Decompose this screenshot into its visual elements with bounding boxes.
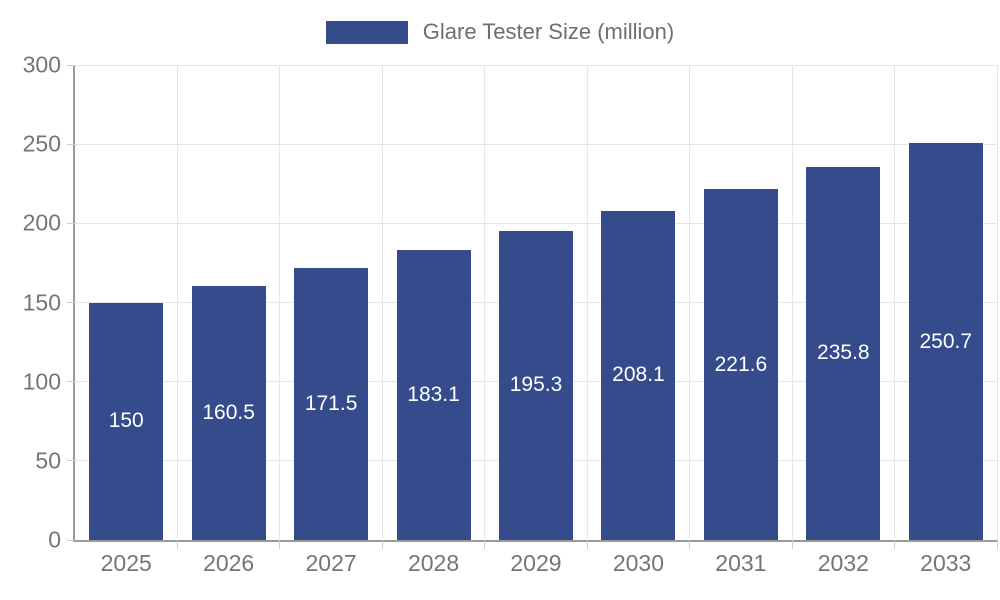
bar: 171.5 [294,268,369,540]
x-tick-mark [381,540,383,549]
x-tick-mark [689,540,691,549]
v-gridline [176,65,178,540]
y-axis-tick-label: 0 [48,526,61,553]
bar-value-label: 208.1 [612,363,665,387]
bar-value-label: 183.1 [407,383,460,407]
x-axis-tick-label: 2025 [100,550,152,576]
bar-value-label: 250.7 [919,329,973,353]
y-axis-tick-label: 250 [22,130,61,157]
y-tick-mark [67,64,75,66]
x-tick-mark [894,540,896,549]
legend-label: Glare Tester Size (million) [422,19,675,44]
bar: 160.5 [191,285,266,540]
legend-swatch [325,20,408,44]
y-axis-tick-label: 100 [22,368,61,395]
bar: 235.8 [806,166,881,540]
x-axis-tick-label: 2026 [203,550,255,576]
bar-value-label: 150 [108,409,144,433]
y-axis-tick-label: 150 [22,289,61,315]
y-tick-mark [67,143,75,145]
x-axis-tick-label: 2027 [305,550,357,576]
bar-value-label: 235.8 [817,341,870,365]
h-gridline [75,64,997,66]
v-gridline [279,65,281,540]
h-gridline [75,222,997,224]
legend-item[interactable]: Glare Tester Size (million) [0,19,1000,45]
x-tick-mark [791,540,793,549]
v-gridline [484,65,486,540]
bar: 208.1 [601,210,676,540]
v-gridline [996,65,998,540]
h-gridline [75,143,997,145]
bar: 250.7 [908,143,983,540]
x-axis-tick-label: 2030 [612,550,665,576]
v-gridline [791,65,793,540]
bar-value-label: 221.6 [714,352,768,376]
x-tick-mark [176,540,178,549]
bar: 221.6 [703,189,778,540]
y-axis-tick-label: 200 [22,209,61,236]
v-gridline [586,65,588,540]
x-axis-tick-label: 2033 [920,550,972,576]
bar-value-label: 160.5 [202,400,255,424]
x-tick-mark [279,540,281,549]
x-tick-mark [484,540,486,549]
plot-area: 0 50 100 150 200 250 300 150 2025 160.5 2026 171.5 2… [23,53,998,575]
y-tick-mark [67,302,75,303]
y-tick-mark [67,381,75,383]
x-axis-tick-label: 2028 [407,550,460,576]
bar: 150 [89,302,164,540]
v-gridline [381,65,383,540]
x-axis-tick-label: 2029 [510,550,562,576]
y-tick-mark [67,460,75,462]
bar-value-label: 171.5 [304,392,358,416]
v-gridline [894,65,896,540]
x-axis-tick-label: 2031 [715,550,767,576]
x-axis-tick-label: 2032 [817,550,869,576]
y-axis-tick-label: 50 [35,447,61,474]
bar: 183.1 [396,250,471,540]
y-tick-mark [67,539,75,541]
y-axis-tick-label: 300 [22,51,61,78]
x-tick-mark [586,540,588,549]
v-gridline [689,65,691,540]
x-tick-mark [996,540,998,549]
bar: 195.3 [499,230,573,540]
y-tick-mark [67,222,75,224]
bar-value-label: 195.3 [509,373,563,397]
